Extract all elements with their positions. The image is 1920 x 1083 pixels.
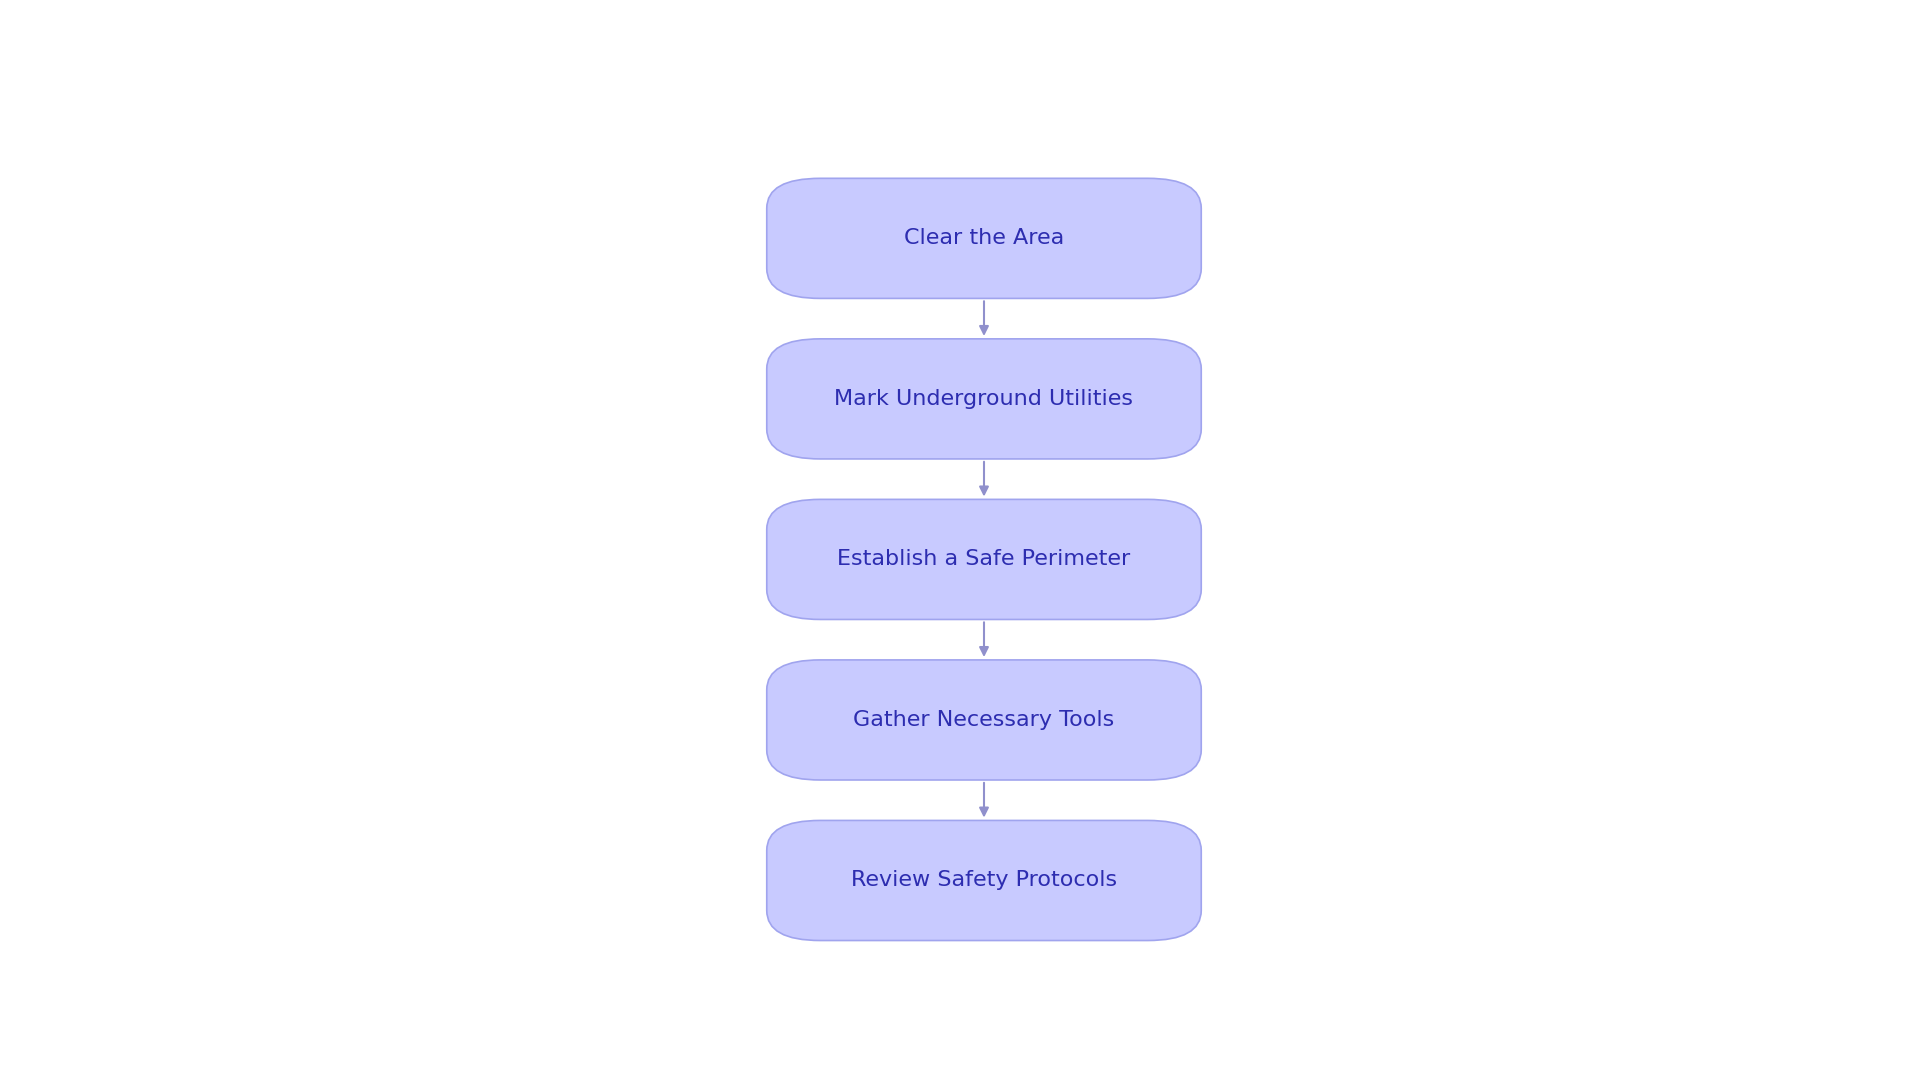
FancyBboxPatch shape (766, 499, 1202, 619)
FancyBboxPatch shape (766, 821, 1202, 940)
Text: Clear the Area: Clear the Area (904, 229, 1064, 248)
FancyBboxPatch shape (766, 179, 1202, 299)
Text: Gather Necessary Tools: Gather Necessary Tools (852, 710, 1116, 730)
Text: Review Safety Protocols: Review Safety Protocols (851, 871, 1117, 890)
Text: Mark Underground Utilities: Mark Underground Utilities (835, 389, 1133, 409)
Text: Establish a Safe Perimeter: Establish a Safe Perimeter (837, 549, 1131, 570)
FancyBboxPatch shape (766, 660, 1202, 780)
FancyBboxPatch shape (766, 339, 1202, 459)
